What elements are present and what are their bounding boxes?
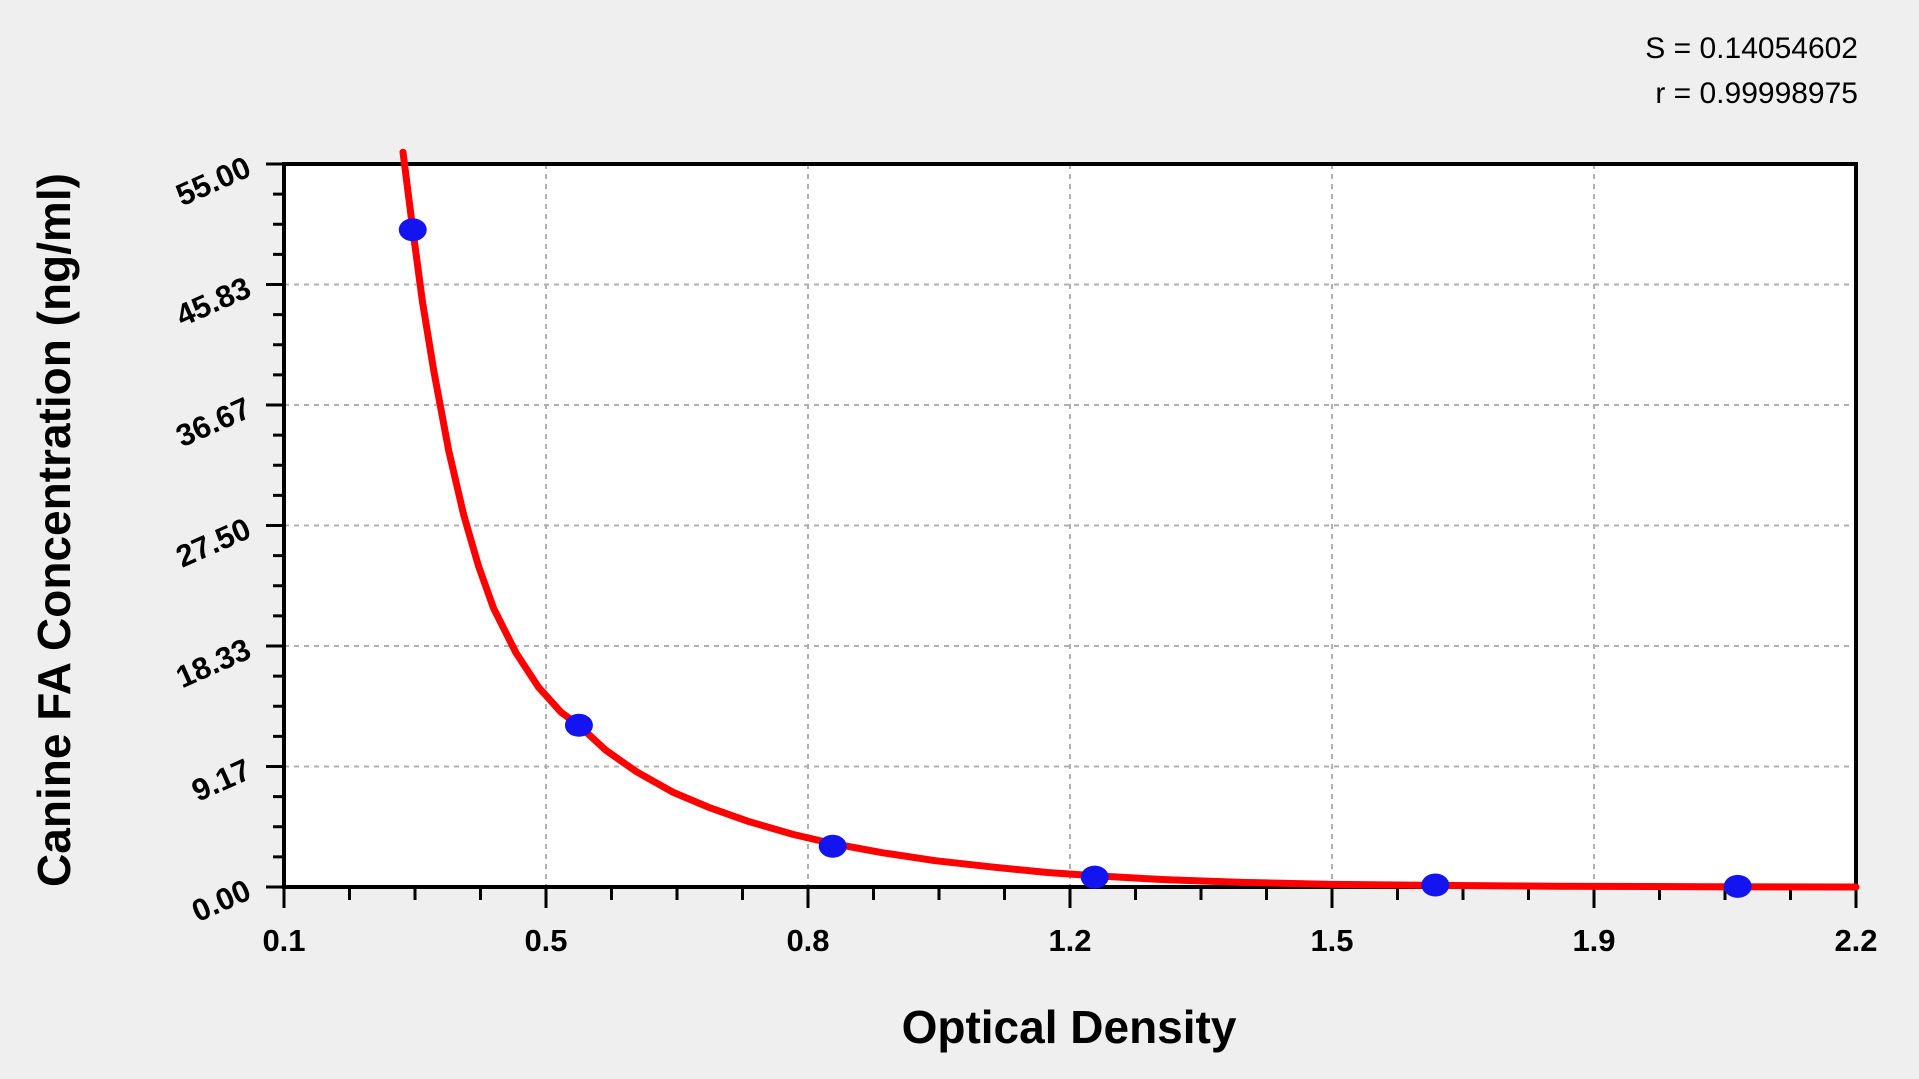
data-point [1421, 873, 1450, 897]
s-statistic: S = 0.14054602 [1645, 32, 1858, 65]
data-point [398, 218, 427, 242]
y-tick-label: 45.83 [171, 270, 256, 334]
x-tick-label: 1.2 [1048, 923, 1091, 958]
x-tick-label: 1.9 [1572, 923, 1615, 958]
data-point [818, 834, 847, 858]
x-tick-label: 2.2 [1834, 923, 1877, 958]
fit-curve [399, 148, 1860, 891]
x-tick-label: 0.1 [262, 923, 305, 958]
x-tick-label: 0.8 [786, 923, 829, 958]
y-tick-label: 27.50 [171, 511, 256, 575]
r-statistic: r = 0.99998975 [1655, 77, 1858, 110]
x-axis-title: Optical Density [901, 1001, 1237, 1053]
data-point [1080, 865, 1109, 889]
x-tick-label: 1.5 [1310, 923, 1353, 958]
y-tick-label: 0.00 [186, 872, 255, 929]
data-point [1723, 874, 1752, 898]
data-point [564, 713, 593, 737]
y-tick-label: 18.33 [171, 631, 256, 695]
y-tick-label: 36.67 [171, 390, 256, 454]
x-tick-label: 0.5 [524, 923, 567, 958]
y-tick-label: 9.17 [186, 752, 255, 809]
y-tick-label: 55.00 [171, 149, 256, 213]
fit-statistics: S = 0.14054602 r = 0.99998975 [1645, 26, 1858, 116]
